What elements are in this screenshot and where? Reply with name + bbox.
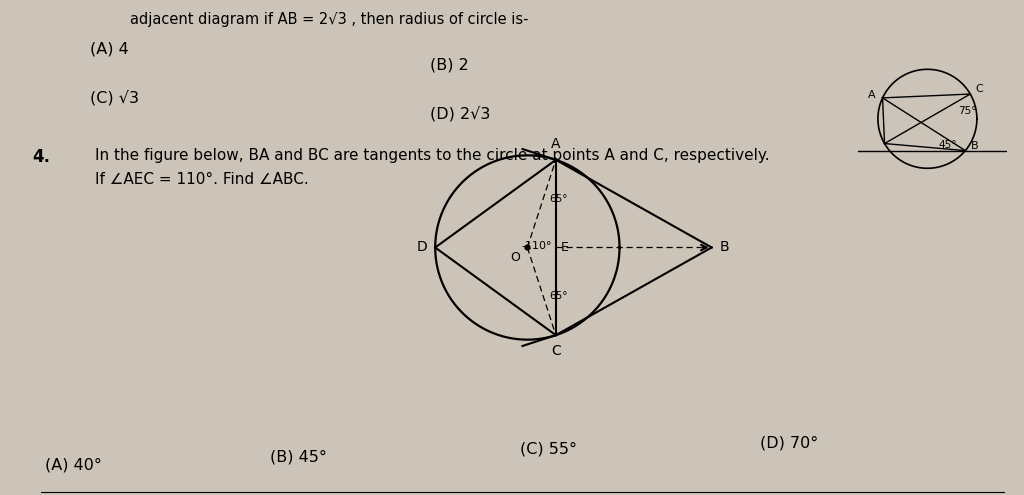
Text: 4.: 4. — [32, 148, 50, 166]
Text: D: D — [417, 241, 428, 254]
Text: If ∠AEC = 110°. Find ∠ABC.: If ∠AEC = 110°. Find ∠ABC. — [95, 172, 309, 187]
Text: adjacent diagram if AB = 2√3 , then radius of circle is-: adjacent diagram if AB = 2√3 , then radi… — [130, 12, 528, 27]
Text: (C) 55°: (C) 55° — [520, 442, 577, 457]
Text: 65°: 65° — [549, 291, 567, 301]
Text: A: A — [551, 137, 560, 150]
Text: (D) 2√3: (D) 2√3 — [430, 106, 490, 121]
Text: (B) 2: (B) 2 — [430, 58, 469, 73]
Text: (D) 70°: (D) 70° — [760, 435, 818, 450]
Text: 65°: 65° — [549, 194, 567, 204]
Text: In the figure below, BA and BC are tangents to the circle at points A and C, res: In the figure below, BA and BC are tange… — [95, 148, 770, 163]
Text: (A) 40°: (A) 40° — [45, 458, 101, 473]
Text: (C) √3: (C) √3 — [90, 90, 139, 105]
Text: O: O — [510, 251, 520, 264]
Text: B: B — [971, 141, 979, 150]
Text: (A) 4: (A) 4 — [90, 42, 129, 57]
Text: A: A — [867, 91, 876, 100]
Text: -110°: -110° — [522, 241, 552, 250]
Text: 45°: 45° — [939, 140, 957, 149]
Text: C: C — [975, 84, 983, 94]
Text: B: B — [720, 241, 729, 254]
Text: 75°: 75° — [958, 106, 977, 116]
Text: (B) 45°: (B) 45° — [270, 450, 327, 465]
Text: E: E — [560, 241, 568, 254]
Text: C: C — [551, 345, 561, 358]
